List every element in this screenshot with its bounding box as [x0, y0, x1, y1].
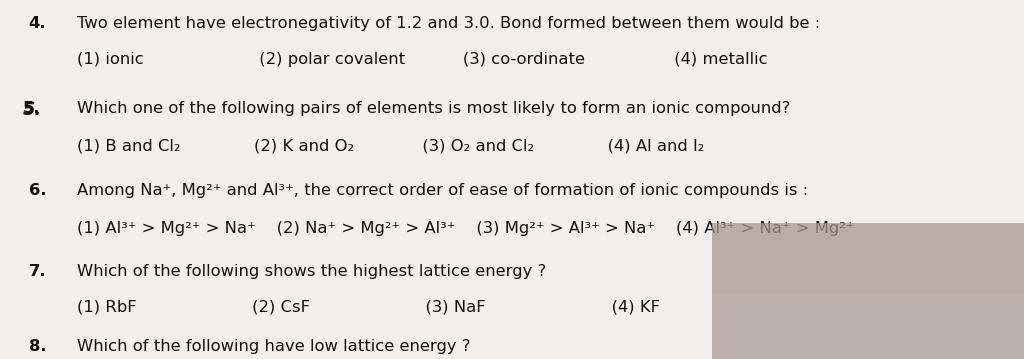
Text: Two element have electronegativity of 1.2 and 3.0. Bond formed between them woul: Two element have electronegativity of 1.…: [77, 16, 820, 31]
Text: 6.: 6.: [29, 183, 46, 198]
Text: Among Na⁺, Mg²⁺ and Al³⁺, the correct order of ease of formation of ionic compou: Among Na⁺, Mg²⁺ and Al³⁺, the correct or…: [77, 183, 808, 198]
FancyBboxPatch shape: [712, 223, 1024, 359]
Text: Which of the following shows the highest lattice energy ?: Which of the following shows the highest…: [77, 264, 546, 279]
FancyBboxPatch shape: [712, 223, 1024, 294]
Text: 5.: 5.: [23, 101, 40, 116]
Text: Which of the following have low lattice energy ?: Which of the following have low lattice …: [77, 339, 470, 354]
Text: 8.: 8.: [29, 339, 46, 354]
Text: (1) ionic                      (2) polar covalent           (3) co-ordinate     : (1) ionic (2) polar covalent (3) co-ordi…: [77, 52, 767, 67]
Text: 4.: 4.: [29, 16, 46, 31]
Text: 7.: 7.: [29, 264, 46, 279]
Text: (1) Al³⁺ > Mg²⁺ > Na⁺    (2) Na⁺ > Mg²⁺ > Al³⁺    (3) Mg²⁺ > Al³⁺ > Na⁺    (4) A: (1) Al³⁺ > Mg²⁺ > Na⁺ (2) Na⁺ > Mg²⁺ > A…: [77, 221, 854, 236]
Text: (1) B and Cl₂              (2) K and O₂             (3) O₂ and Cl₂              : (1) B and Cl₂ (2) K and O₂ (3) O₂ and Cl…: [77, 138, 705, 153]
Text: 5.: 5.: [23, 101, 42, 118]
Text: Which one of the following pairs of elements is most likely to form an ionic com: Which one of the following pairs of elem…: [77, 101, 791, 116]
Text: (1) RbF                      (2) CsF                      (3) NaF               : (1) RbF (2) CsF (3) NaF: [77, 300, 659, 315]
